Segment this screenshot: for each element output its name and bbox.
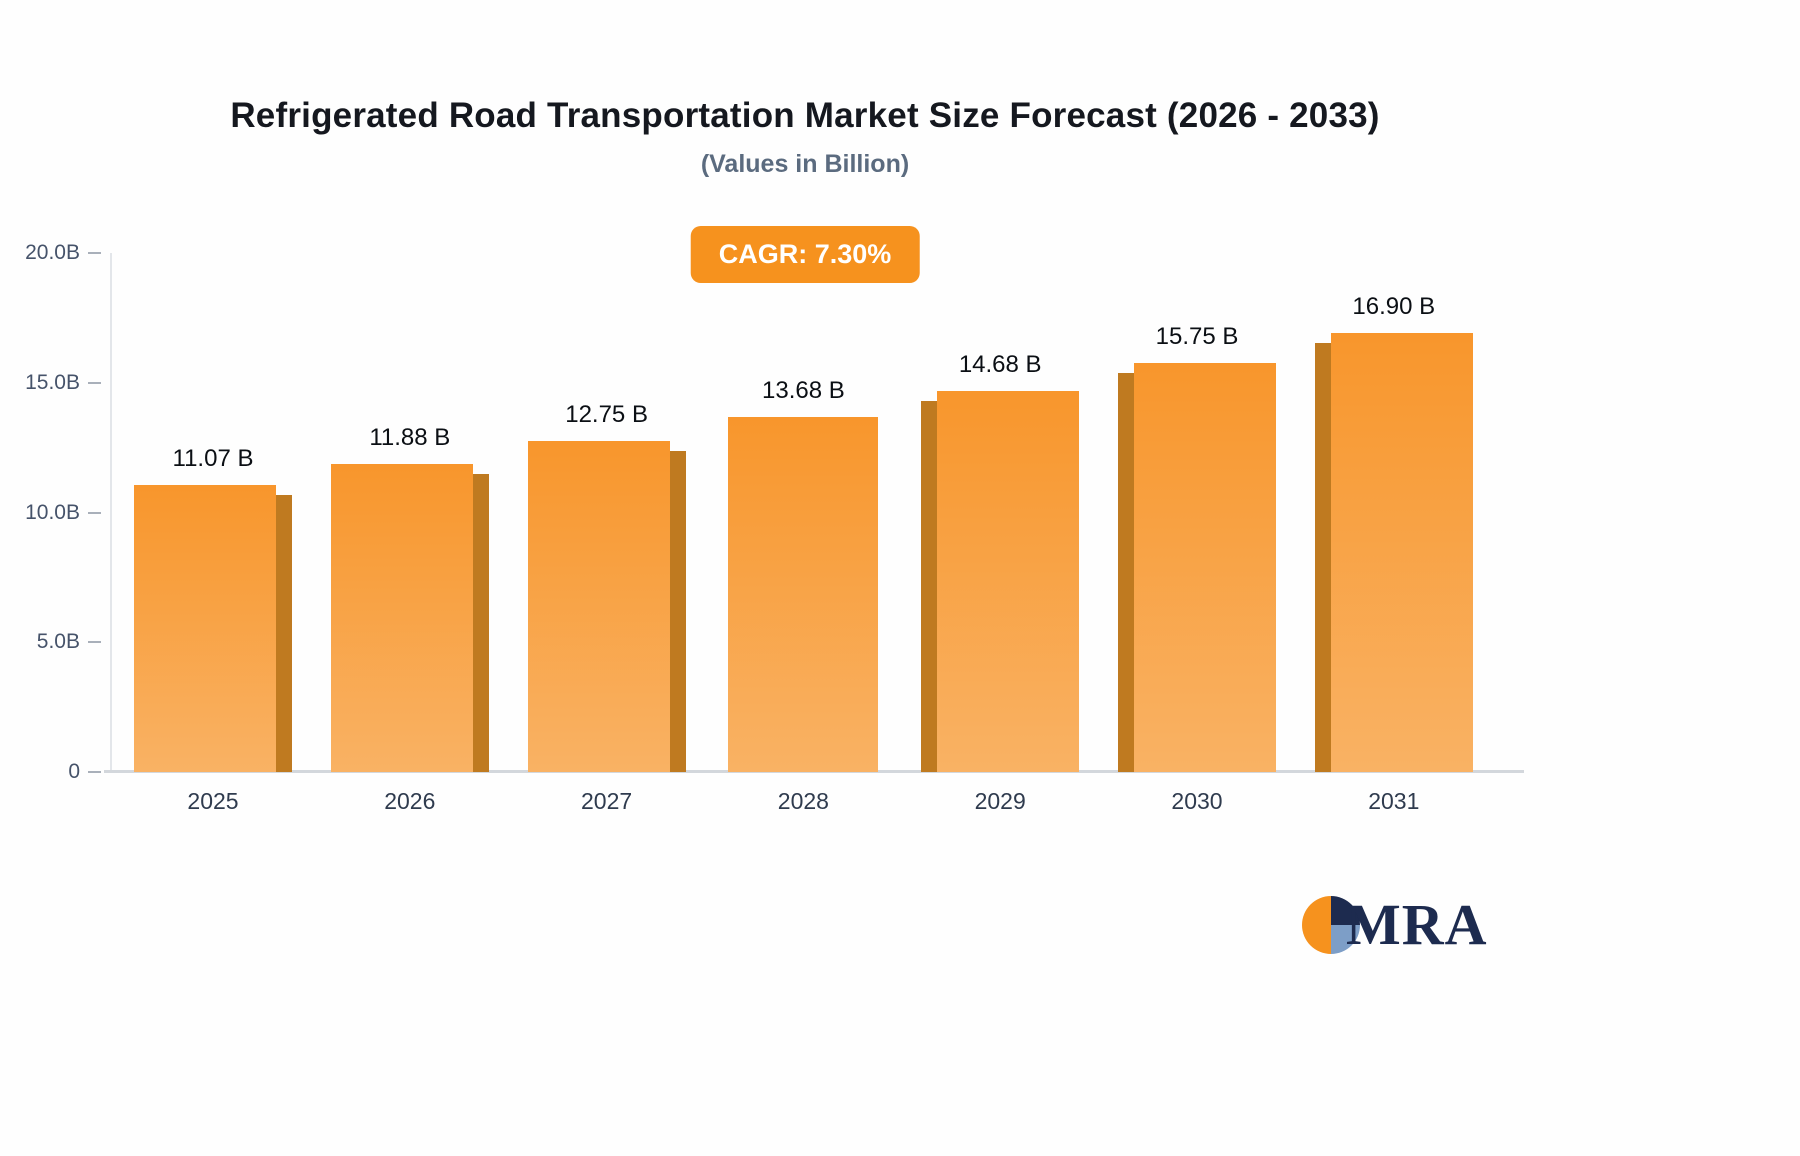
x-axis-label: 2025 (187, 788, 239, 814)
bar-value-label: 11.88 B (369, 424, 451, 451)
y-tick-mark (88, 511, 101, 514)
x-axis-label: 2027 (581, 788, 633, 814)
bar (1314, 333, 1473, 772)
bar (921, 391, 1080, 772)
bar-value-label: 14.68 B (958, 351, 1042, 378)
y-tick-label: 15.0B (25, 370, 80, 394)
y-tick-label: 5.0B (36, 630, 80, 654)
mra-logo: MRA (1302, 896, 1488, 954)
bar-side-face (1118, 373, 1134, 772)
bar-value-label: 15.75 B (1155, 323, 1239, 350)
bar-side-face (669, 451, 686, 772)
chart-subtitle: (Values in Billion) (700, 150, 910, 178)
bar-value-label: 11.07 B (172, 445, 254, 472)
bar-face (330, 464, 473, 772)
y-tick-mark (88, 771, 101, 773)
bar (330, 464, 489, 772)
cagr-badge: CAGR: 7.30% (690, 226, 920, 283)
bar-value-label: 13.68 B (762, 377, 845, 404)
x-axis-label: 2026 (384, 788, 436, 814)
bar-value-label: 16.90 B (1352, 293, 1436, 320)
bar-side-face (921, 401, 938, 772)
bar (527, 441, 686, 772)
bar-side-face (1314, 343, 1331, 772)
x-axis-label: 2028 (777, 788, 829, 814)
y-axis-line (110, 253, 112, 772)
y-tick-label: 10.0B (25, 500, 80, 524)
bar-side-face (472, 474, 489, 772)
x-axis-label: 2029 (974, 788, 1026, 814)
bar (134, 485, 292, 772)
x-axis-label: 2031 (1368, 788, 1420, 814)
y-tick-mark (88, 252, 101, 254)
bar-face (134, 485, 276, 772)
bar-face (527, 441, 670, 772)
bar (1118, 363, 1276, 772)
y-tick-mark (88, 641, 101, 644)
bar (724, 417, 882, 772)
bar-face (1330, 333, 1473, 772)
y-tick-label: 0 (68, 760, 80, 783)
x-axis-label: 2030 (1171, 788, 1223, 814)
bar-face (1134, 363, 1276, 772)
mra-logo-icon (1302, 896, 1360, 954)
bar-face (728, 417, 879, 772)
bar-side-face (276, 495, 292, 772)
y-tick-label: 20.0B (25, 241, 80, 264)
chart-title: Refrigerated Road Transportation Market … (230, 96, 1380, 135)
bar-face (937, 391, 1080, 772)
y-tick-mark (88, 381, 101, 384)
bar-value-label: 12.75 B (565, 401, 648, 428)
mra-logo-text: MRA (1346, 892, 1488, 957)
